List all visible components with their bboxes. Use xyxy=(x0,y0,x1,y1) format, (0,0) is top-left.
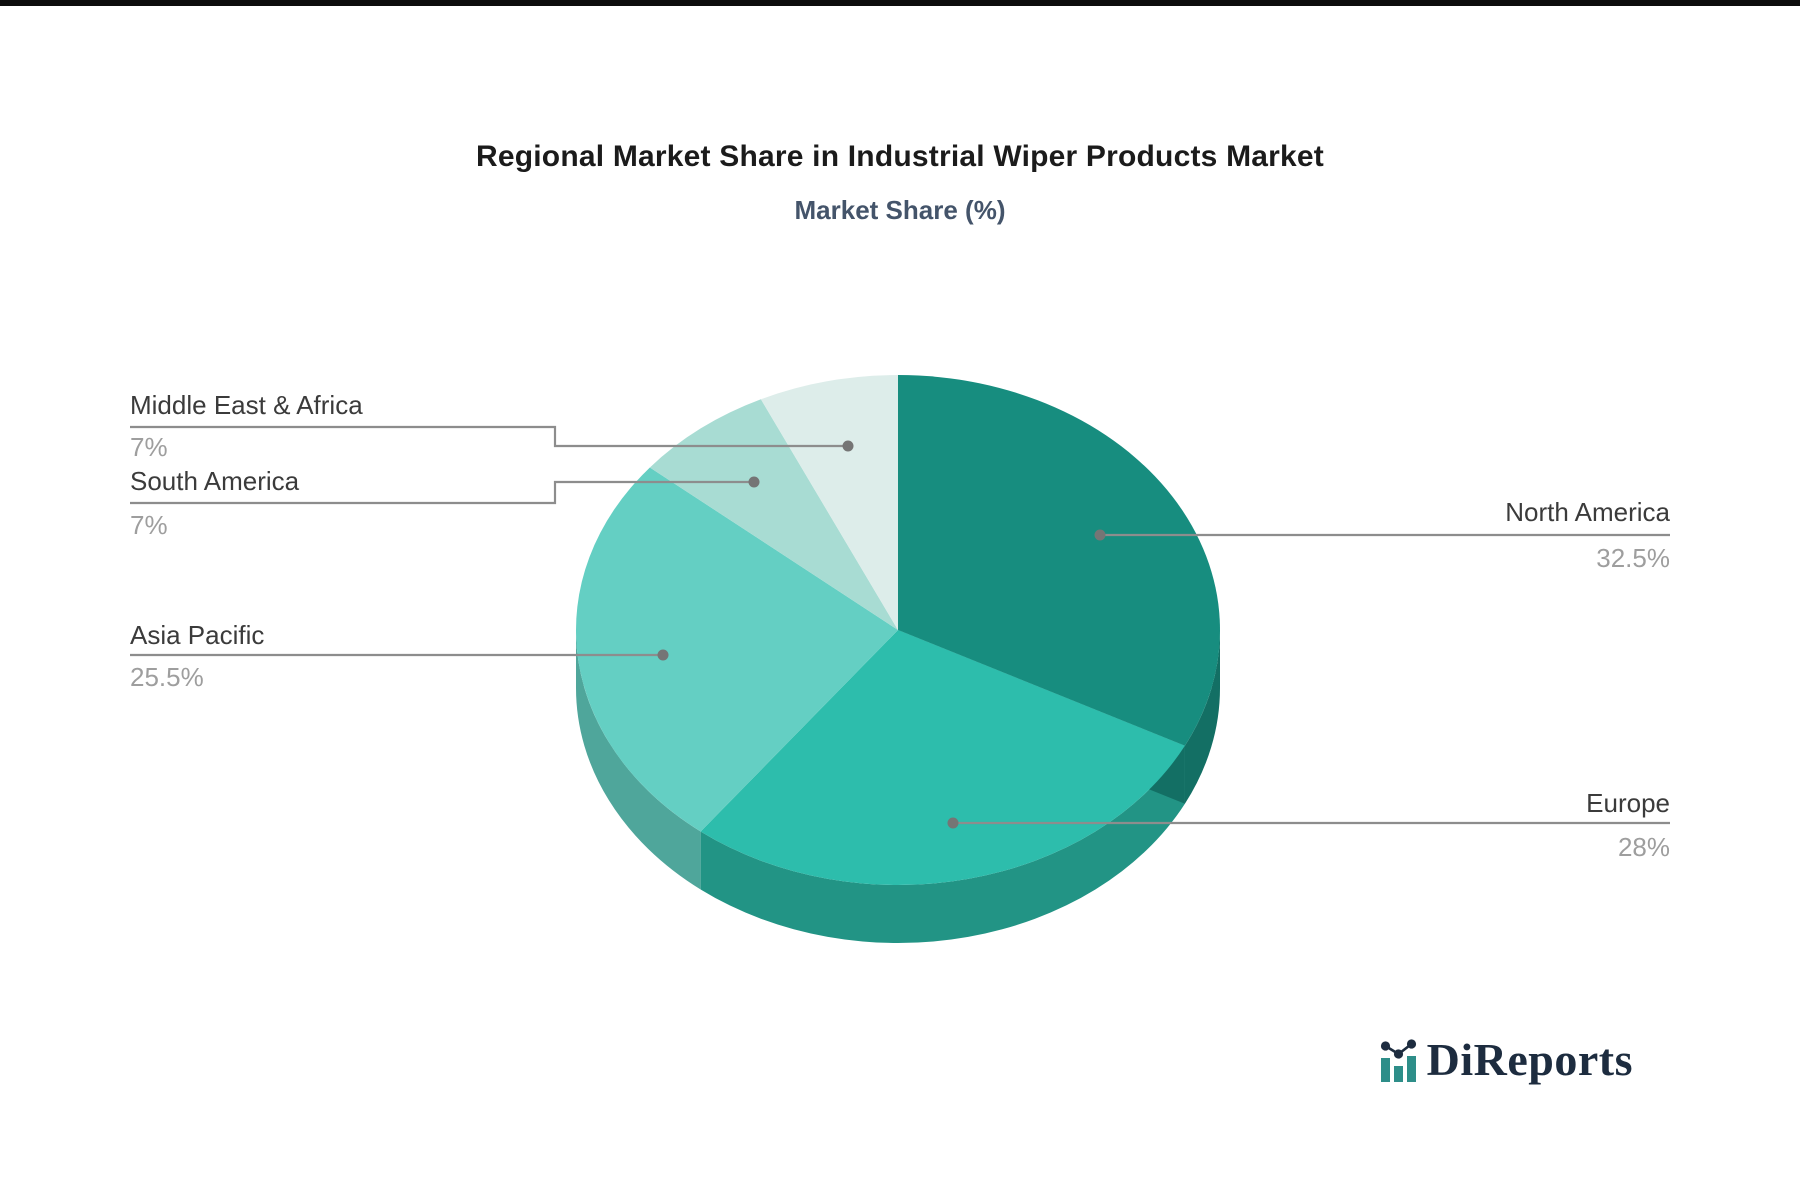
callout-label-north-america: North America xyxy=(1505,497,1670,527)
leader-dot-middle-east-africa xyxy=(842,440,854,452)
callout-value-asia-pacific: 25.5% xyxy=(130,662,204,692)
callout-value-south-america: 7% xyxy=(130,510,168,540)
window-top-border xyxy=(0,0,1800,6)
bar-line-chart-icon xyxy=(1380,1039,1416,1082)
logo-text: DiReports xyxy=(1426,1034,1633,1085)
pie-slice-south-america[interactable] xyxy=(649,399,898,630)
callout-value-north-america: 32.5% xyxy=(1596,543,1670,573)
pie-slice-europe[interactable] xyxy=(700,630,1185,886)
pie-slice-middle-east-africa[interactable] xyxy=(760,375,898,630)
callout-label-middle-east-africa: Middle East & Africa xyxy=(130,390,363,420)
pie-slice-asia-pacific[interactable] xyxy=(575,467,898,832)
pie-rim-europe xyxy=(700,745,1185,944)
callout-label-asia-pacific: Asia Pacific xyxy=(130,620,265,650)
pie-rim-asia-pacific xyxy=(576,630,701,890)
leader-dot-north-america xyxy=(1094,529,1106,541)
pie-slice-north-america[interactable] xyxy=(898,375,1220,746)
pie-rim-north-america xyxy=(1184,630,1220,804)
leader-dot-europe xyxy=(947,817,959,829)
leader-dot-asia-pacific xyxy=(657,649,669,661)
callout-value-europe: 28% xyxy=(1617,832,1670,862)
callout-value-middle-east-africa: 7% xyxy=(130,432,168,462)
leader-line-south-america xyxy=(130,480,754,505)
callout-label-south-america: South America xyxy=(130,466,300,496)
callout-label-europe: Europe xyxy=(1586,788,1670,818)
chart-title: Regional Market Share in Industrial Wipe… xyxy=(476,140,1324,173)
logo: DiReports xyxy=(1378,1036,1633,1084)
leader-dot-south-america xyxy=(748,476,760,488)
leader-line-middle-east-africa xyxy=(130,425,848,448)
chart-subtitle: Market Share (%) xyxy=(794,195,1006,225)
